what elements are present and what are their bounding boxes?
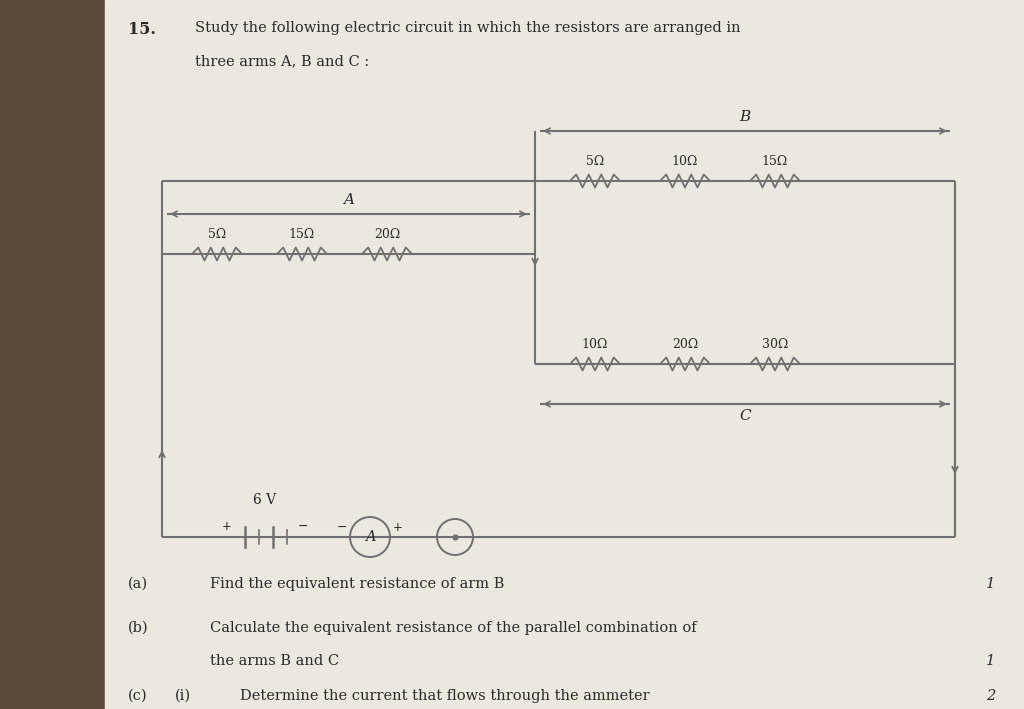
Bar (0, 0, 105, 709)
Text: three arms A, B and C :: three arms A, B and C : (195, 54, 370, 68)
Text: B: B (739, 110, 751, 124)
Text: (c): (c) (128, 689, 147, 703)
Text: 20Ω: 20Ω (672, 338, 698, 351)
Text: (i): (i) (175, 689, 191, 703)
Text: 15Ω: 15Ω (289, 228, 315, 241)
Text: −: − (337, 521, 347, 534)
Text: 10Ω: 10Ω (582, 338, 608, 351)
Text: +: + (393, 521, 402, 534)
Text: Calculate the equivalent resistance of the parallel combination of: Calculate the equivalent resistance of t… (210, 621, 696, 635)
Text: 5Ω: 5Ω (586, 155, 604, 168)
Text: C: C (739, 409, 751, 423)
Text: A: A (365, 530, 376, 544)
Text: 30Ω: 30Ω (762, 338, 788, 351)
Text: +: + (222, 520, 232, 533)
Text: −: − (298, 520, 308, 533)
Text: 15Ω: 15Ω (762, 155, 788, 168)
Text: 2: 2 (986, 689, 995, 703)
Text: 1: 1 (986, 577, 995, 591)
Text: A: A (343, 193, 354, 207)
Text: 10Ω: 10Ω (672, 155, 698, 168)
Bar (105, 0, 1024, 709)
Text: (b): (b) (128, 621, 148, 635)
Text: 15.: 15. (128, 21, 156, 38)
Text: Find the equivalent resistance of arm B: Find the equivalent resistance of arm B (210, 577, 505, 591)
Text: Study the following electric circuit in which the resistors are arranged in: Study the following electric circuit in … (195, 21, 740, 35)
Text: 5Ω: 5Ω (208, 228, 226, 241)
Text: (a): (a) (128, 577, 148, 591)
Text: 1: 1 (986, 654, 995, 668)
Text: the arms B and C: the arms B and C (210, 654, 339, 668)
Text: 20Ω: 20Ω (374, 228, 400, 241)
Text: Determine the current that flows through the ammeter: Determine the current that flows through… (240, 689, 649, 703)
Text: 6 V: 6 V (253, 493, 276, 507)
